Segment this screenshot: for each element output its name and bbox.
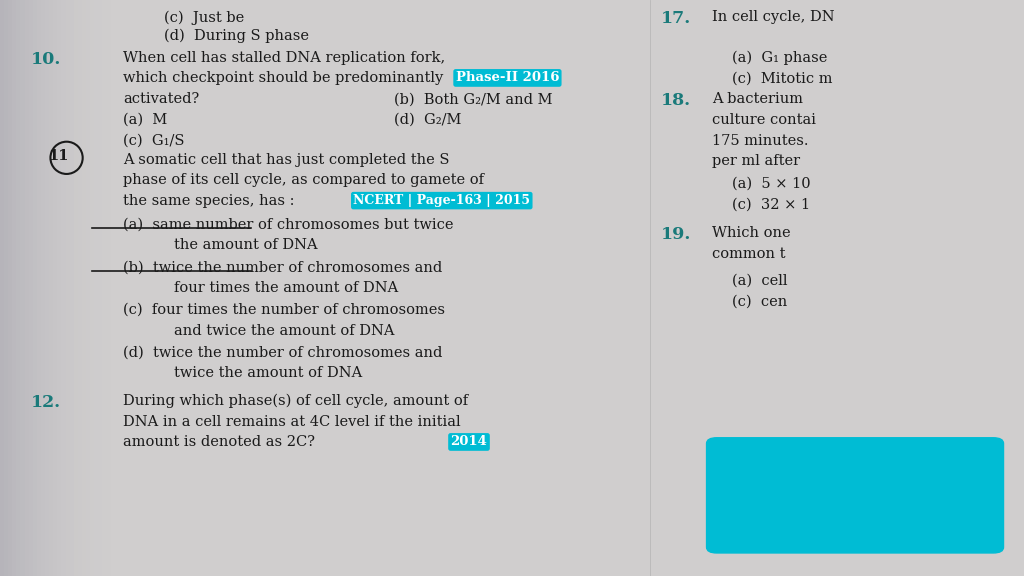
- Text: (c)  cen: (c) cen: [732, 294, 787, 308]
- Text: 175 minutes.: 175 minutes.: [712, 134, 808, 147]
- Text: four times the amount of DNA: four times the amount of DNA: [174, 281, 398, 295]
- Text: (d)  During S phase: (d) During S phase: [164, 29, 309, 43]
- FancyBboxPatch shape: [0, 0, 4, 576]
- Text: In cell cycle, DN: In cell cycle, DN: [712, 10, 835, 24]
- Text: activated?: activated?: [123, 92, 199, 106]
- Text: 10.: 10.: [31, 51, 61, 68]
- Text: NCERT | Page-163 | 2015: NCERT | Page-163 | 2015: [353, 194, 530, 207]
- Text: the amount of DNA: the amount of DNA: [174, 238, 317, 252]
- Text: (a)  G₁ phase: (a) G₁ phase: [732, 51, 827, 65]
- Text: (d)  G₂/M: (d) G₂/M: [394, 113, 462, 127]
- FancyBboxPatch shape: [45, 0, 49, 576]
- Text: A bacterium: A bacterium: [712, 92, 803, 106]
- Text: (c)  32 × 1: (c) 32 × 1: [732, 198, 810, 211]
- Text: (c)  G₁/S: (c) G₁/S: [123, 134, 184, 147]
- Text: (a)  M: (a) M: [123, 113, 167, 127]
- Text: 2014: 2014: [451, 435, 487, 449]
- Text: Topic-2:: Topic-2:: [805, 484, 905, 506]
- FancyBboxPatch shape: [57, 0, 61, 576]
- Text: common t: common t: [712, 247, 785, 260]
- FancyBboxPatch shape: [4, 0, 8, 576]
- Text: 19.: 19.: [660, 226, 691, 243]
- Text: (c)  Mitotic m: (c) Mitotic m: [732, 71, 833, 85]
- Text: 18.: 18.: [660, 92, 690, 109]
- Text: When cell has stalled DNA replication fork,: When cell has stalled DNA replication fo…: [123, 51, 445, 65]
- Text: A somatic cell that has just completed the S: A somatic cell that has just completed t…: [123, 153, 450, 166]
- Text: the same species, has :: the same species, has :: [123, 194, 294, 208]
- FancyBboxPatch shape: [25, 0, 29, 576]
- FancyBboxPatch shape: [16, 0, 20, 576]
- FancyBboxPatch shape: [41, 0, 45, 576]
- Text: 17.: 17.: [660, 10, 691, 28]
- Text: 11: 11: [48, 149, 69, 163]
- Text: Which one: Which one: [712, 226, 791, 240]
- FancyBboxPatch shape: [8, 0, 12, 576]
- Text: 12.: 12.: [31, 394, 60, 411]
- FancyBboxPatch shape: [49, 0, 53, 576]
- FancyBboxPatch shape: [33, 0, 37, 576]
- Text: (b)  Both G₂/M and M: (b) Both G₂/M and M: [394, 92, 553, 106]
- Text: twice the amount of DNA: twice the amount of DNA: [174, 366, 362, 380]
- Text: (c)  Just be: (c) Just be: [164, 10, 244, 25]
- FancyBboxPatch shape: [37, 0, 41, 576]
- Text: (c)  four times the number of chromosomes: (c) four times the number of chromosomes: [123, 303, 444, 317]
- Text: During which phase(s) of cell cycle, amount of: During which phase(s) of cell cycle, amo…: [123, 394, 468, 408]
- Text: (a)  same number of chromosomes but twice: (a) same number of chromosomes but twice: [123, 218, 454, 232]
- Text: (d)  twice the number of chromosomes and: (d) twice the number of chromosomes and: [123, 346, 442, 359]
- Text: amount is denoted as 2C?: amount is denoted as 2C?: [123, 435, 315, 449]
- FancyBboxPatch shape: [53, 0, 57, 576]
- Text: culture contai: culture contai: [712, 113, 816, 127]
- FancyBboxPatch shape: [20, 0, 25, 576]
- Text: (a)  5 × 10: (a) 5 × 10: [732, 177, 811, 191]
- Text: phase of its cell cycle, as compared to gamete of: phase of its cell cycle, as compared to …: [123, 173, 484, 187]
- Text: and twice the amount of DNA: and twice the amount of DNA: [174, 324, 394, 338]
- Text: (b)  twice the number of chromosomes and: (b) twice the number of chromosomes and: [123, 260, 442, 274]
- FancyBboxPatch shape: [707, 438, 1004, 553]
- Text: (a)  cell: (a) cell: [732, 274, 787, 287]
- Text: DNA in a cell remains at 4C level if the initial: DNA in a cell remains at 4C level if the…: [123, 415, 461, 429]
- Text: Phase-II 2016: Phase-II 2016: [456, 71, 559, 85]
- Text: which checkpoint should be predominantly: which checkpoint should be predominantly: [123, 71, 443, 85]
- Text: per ml after: per ml after: [712, 154, 800, 168]
- FancyBboxPatch shape: [12, 0, 16, 576]
- FancyBboxPatch shape: [29, 0, 33, 576]
